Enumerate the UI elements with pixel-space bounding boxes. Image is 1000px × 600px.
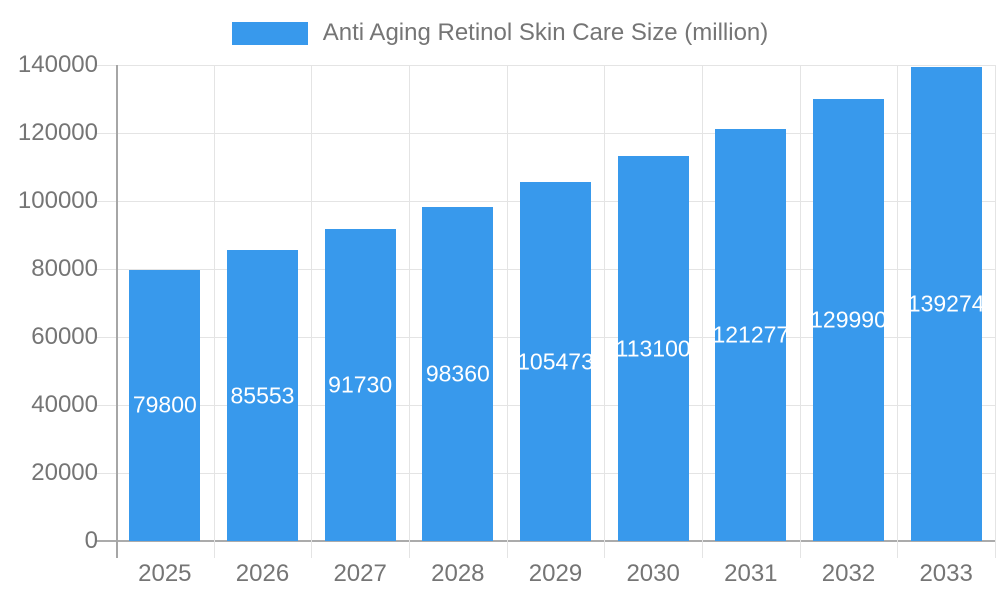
bar-value-label: 129990 [810, 306, 887, 333]
plot-area: 0 20000 40000 60000 80000 100000 120000 140000 7… [18, 51, 996, 587]
x-axis-tick-label: 2030 [626, 560, 680, 587]
bar-value-label: 105473 [517, 348, 594, 375]
x-axis-line [95, 540, 995, 542]
bar-value-label: 98360 [425, 360, 490, 387]
x-gridline [799, 65, 801, 558]
x-axis-tick-label: 2033 [919, 560, 973, 587]
x-gridline [311, 65, 313, 558]
legend-label: Anti Aging Retinol Skin Care Size (milli… [322, 19, 769, 46]
x-axis-tick-label: 2025 [138, 560, 192, 587]
y-axis-tick-label: 100000 [17, 187, 98, 214]
bar-value-label: 85553 [230, 382, 295, 409]
x-gridline [604, 65, 606, 558]
bar [715, 128, 787, 541]
bar [422, 206, 494, 541]
x-axis-tick-label: 2026 [235, 560, 290, 587]
x-axis-tick-label: 2031 [724, 560, 778, 587]
bar [813, 99, 884, 541]
x-gridline [409, 65, 410, 558]
bar [324, 229, 396, 541]
x-axis-tick-label: 2029 [528, 560, 583, 587]
bar-value-label: 79800 [132, 391, 197, 418]
y-axis-tick-label: 60000 [31, 323, 98, 350]
y-gridline [95, 133, 995, 134]
x-gridline [995, 65, 996, 558]
y-axis-tick-label: 0 [84, 527, 98, 554]
y-axis-tick-label: 80000 [31, 255, 98, 282]
bar [227, 250, 298, 541]
bar-value-label: 113100 [615, 335, 691, 362]
bar [129, 269, 201, 541]
legend-swatch-icon [231, 21, 308, 45]
x-gridline [897, 65, 899, 558]
x-axis-tick-label: 2027 [333, 560, 387, 587]
x-gridline [506, 65, 508, 558]
y-axis-line [116, 65, 118, 558]
y-axis-tick-label: 40000 [31, 391, 98, 418]
y-axis-tick-label: 120000 [17, 119, 98, 146]
chart-legend: Anti Aging Retinol Skin Care Size (milli… [0, 18, 1000, 48]
bar-value-label: 139274 [907, 290, 985, 317]
bar [520, 182, 591, 541]
x-gridline [702, 65, 703, 558]
y-gridline [95, 65, 995, 66]
x-axis-tick-label: 2028 [431, 560, 485, 587]
bar-value-label: 91730 [328, 371, 393, 398]
bar [910, 67, 982, 541]
y-axis-tick-label: 140000 [17, 51, 98, 78]
bar [617, 156, 689, 541]
x-gridline [213, 65, 215, 558]
bar-value-label: 121277 [712, 321, 790, 348]
x-axis-tick-label: 2032 [821, 560, 876, 587]
y-axis-tick-label: 20000 [31, 459, 98, 486]
